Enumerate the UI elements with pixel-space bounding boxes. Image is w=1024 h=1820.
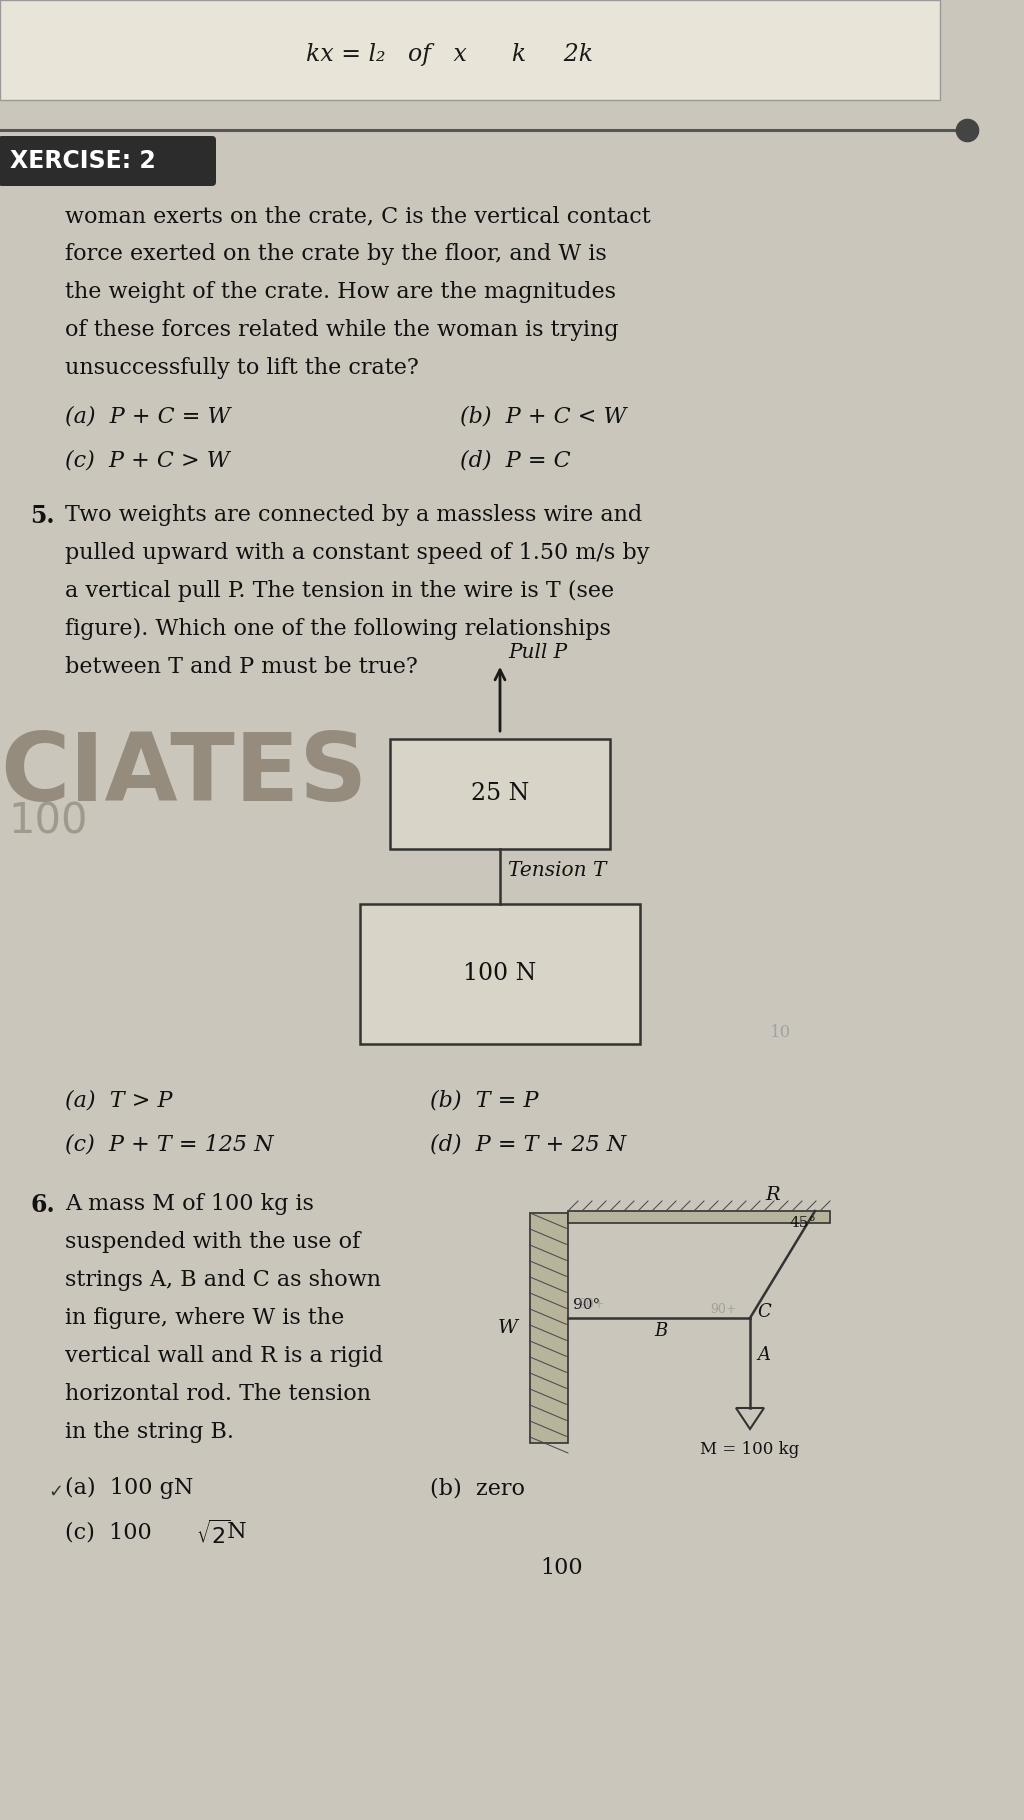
Text: 100 N: 100 N: [464, 963, 537, 985]
Text: suspended with the use of: suspended with the use of: [65, 1230, 360, 1252]
Text: kx = l₂   of   x      k     2k: kx = l₂ of x k 2k: [306, 44, 594, 67]
Text: XERCISE: 2: XERCISE: 2: [10, 149, 156, 173]
Bar: [568, 1210, 830, 1223]
Text: 90°: 90°: [573, 1298, 600, 1312]
Text: B: B: [654, 1321, 668, 1340]
Text: force exerted on the crate by the floor, and W is: force exerted on the crate by the floor,…: [65, 244, 607, 266]
Text: C: C: [757, 1303, 771, 1321]
Bar: [390, 739, 610, 848]
Text: unsuccessfully to lift the crate?: unsuccessfully to lift the crate?: [65, 357, 419, 379]
Text: (c)  P + C > W: (c) P + C > W: [65, 450, 229, 471]
Text: 5.: 5.: [30, 504, 54, 528]
Text: Pull P: Pull P: [508, 642, 567, 662]
Text: M = 100 kg: M = 100 kg: [700, 1441, 800, 1458]
Text: R: R: [765, 1187, 779, 1205]
Bar: [360, 905, 640, 1045]
Text: strings A, B and C as shown: strings A, B and C as shown: [65, 1269, 381, 1290]
Text: in the string B.: in the string B.: [65, 1421, 234, 1443]
Text: N: N: [220, 1522, 247, 1543]
Text: in figure, where W is the: in figure, where W is the: [65, 1307, 344, 1329]
Text: A: A: [757, 1347, 770, 1363]
Text: woman exerts on the crate, C is the vertical contact: woman exerts on the crate, C is the vert…: [65, 206, 650, 228]
Text: a vertical pull P. The tension in the wire is T (see: a vertical pull P. The tension in the wi…: [65, 581, 614, 602]
Text: 100: 100: [8, 801, 87, 843]
Text: 25 N: 25 N: [471, 783, 529, 806]
Text: of these forces related while the woman is trying: of these forces related while the woman …: [65, 318, 618, 340]
Text: (a)  100 gN: (a) 100 gN: [65, 1478, 194, 1500]
Text: 6.: 6.: [30, 1192, 54, 1218]
FancyBboxPatch shape: [0, 136, 216, 186]
Text: 100: 100: [540, 1556, 583, 1580]
Text: ✓: ✓: [48, 1483, 63, 1502]
Text: Two weights are connected by a massless wire and: Two weights are connected by a massless …: [65, 504, 642, 526]
Text: 45°: 45°: [790, 1216, 817, 1230]
Text: W: W: [498, 1320, 518, 1338]
Bar: [0, 0, 940, 100]
Bar: [530, 1212, 568, 1443]
Text: (b)  P + C < W: (b) P + C < W: [460, 406, 627, 428]
Text: (d)  P = T + 25 N: (d) P = T + 25 N: [430, 1134, 627, 1156]
Text: Tension T: Tension T: [508, 861, 606, 881]
Text: (a)  P + C = W: (a) P + C = W: [65, 406, 230, 428]
Text: 10: 10: [770, 1025, 792, 1041]
Text: (a)  T > P: (a) T > P: [65, 1088, 172, 1110]
Text: 90+: 90+: [710, 1303, 736, 1316]
Text: pulled upward with a constant speed of 1.50 m/s by: pulled upward with a constant speed of 1…: [65, 542, 649, 564]
Text: CIATES: CIATES: [0, 730, 368, 821]
Text: vertical wall and R is a rigid: vertical wall and R is a rigid: [65, 1345, 383, 1367]
Text: (d)  P = C: (d) P = C: [460, 450, 570, 471]
Text: (c)  P + T = 125 N: (c) P + T = 125 N: [65, 1134, 273, 1156]
Text: (b)  zero: (b) zero: [430, 1478, 525, 1500]
Text: the weight of the crate. How are the magnitudes: the weight of the crate. How are the mag…: [65, 280, 616, 302]
Text: figure). Which one of the following relationships: figure). Which one of the following rela…: [65, 619, 611, 641]
Text: (b)  T = P: (b) T = P: [430, 1088, 539, 1110]
Text: $\sqrt{2}$: $\sqrt{2}$: [196, 1522, 230, 1549]
Text: A mass M of 100 kg is: A mass M of 100 kg is: [65, 1192, 314, 1216]
Text: horizontal rod. The tension: horizontal rod. The tension: [65, 1383, 371, 1405]
Text: (c)  100: (c) 100: [65, 1522, 152, 1543]
Text: 90+: 90+: [578, 1298, 604, 1310]
Text: between T and P must be true?: between T and P must be true?: [65, 655, 418, 679]
